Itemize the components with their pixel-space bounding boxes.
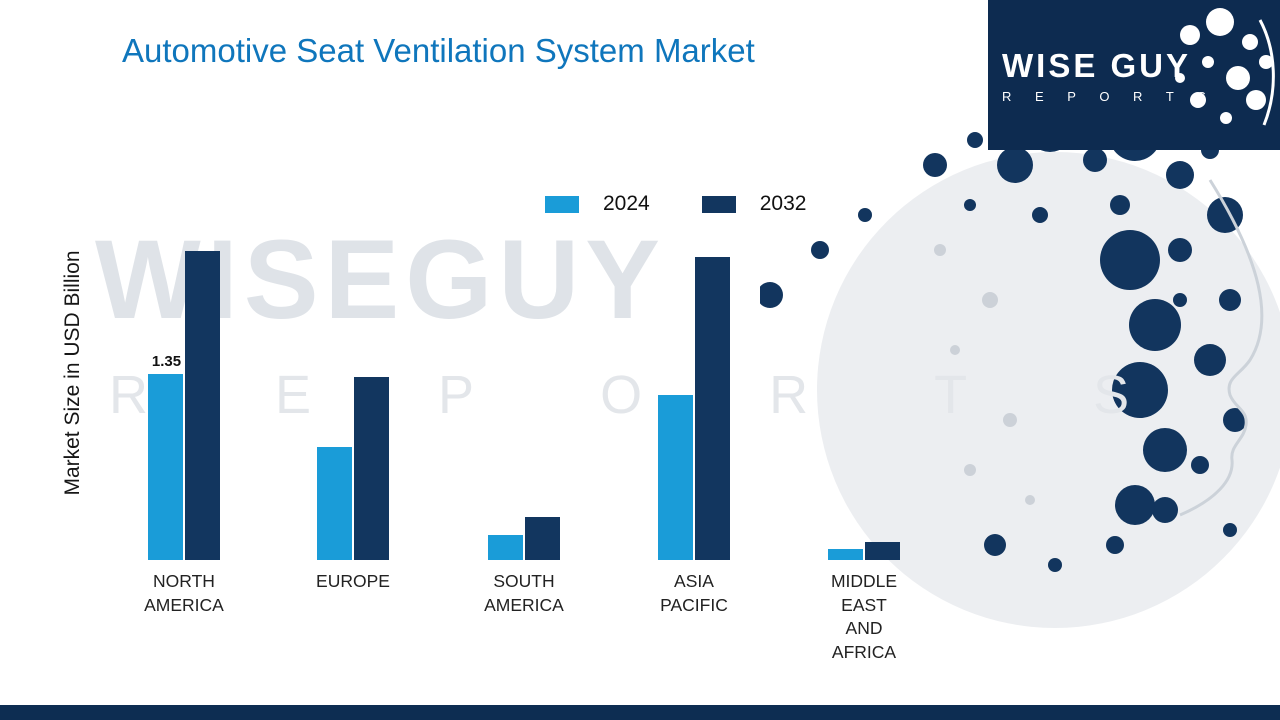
legend-swatch-2032 xyxy=(701,195,736,213)
bar-2024-europe xyxy=(317,447,352,560)
bar-2024-south-america xyxy=(488,535,523,560)
brand-logo: WISE GUY R E P O R T S xyxy=(988,0,1280,150)
bar-2024-north-america xyxy=(148,374,183,560)
category-label-north-america: NORTH AMERICA xyxy=(144,571,224,615)
brand-logo-text: WISE GUY R E P O R T S xyxy=(988,47,1216,104)
legend-label-2024: 2024 xyxy=(603,192,650,215)
bar-2024-asia-pacific xyxy=(658,395,693,560)
logo-head-icon xyxy=(1175,8,1275,126)
legend-item-2024: 2024 xyxy=(545,192,650,216)
bar-2032-south-america xyxy=(525,517,560,560)
footer-bar xyxy=(0,705,1280,720)
category-label-europe: EUROPE xyxy=(316,571,390,591)
plot-area: 1.35 xyxy=(120,230,920,560)
bar-chart: 1.35 NORTH AMERICA EUROPE SOUTH AMERICA ASIA P… xyxy=(120,230,920,670)
y-axis-label: Market Size in USD Billion xyxy=(61,250,84,496)
bar-2032-asia-pacific xyxy=(695,257,730,560)
bar-2024-middle-east-and-africa xyxy=(828,549,863,560)
bar-2032-europe xyxy=(354,377,389,560)
category-labels: NORTH AMERICA EUROPE SOUTH AMERICA ASIA PACIFI… xyxy=(120,570,920,670)
brand-subtitle: R E P O R T S xyxy=(1002,88,1216,104)
page-title: Automotive Seat Ventilation System Marke… xyxy=(122,32,755,69)
bar-2032-north-america xyxy=(185,251,220,560)
brand-name: WISE GUY xyxy=(1002,46,1192,84)
category-label-south-america: SOUTH AMERICA xyxy=(484,571,564,615)
chart-legend: 2024 2032 xyxy=(545,192,806,216)
category-label-asia-pacific: ASIA PACIFIC xyxy=(660,571,728,615)
legend-label-2032: 2032 xyxy=(759,192,807,215)
legend-swatch-2024 xyxy=(545,195,579,213)
bar-value-label: 1.35 xyxy=(151,353,182,370)
category-label-middle-east-and-africa: MIDDLE EAST AND AFRICA xyxy=(830,571,898,662)
bar-2032-middle-east-and-africa xyxy=(865,542,900,560)
legend-item-2032: 2032 xyxy=(701,192,807,216)
